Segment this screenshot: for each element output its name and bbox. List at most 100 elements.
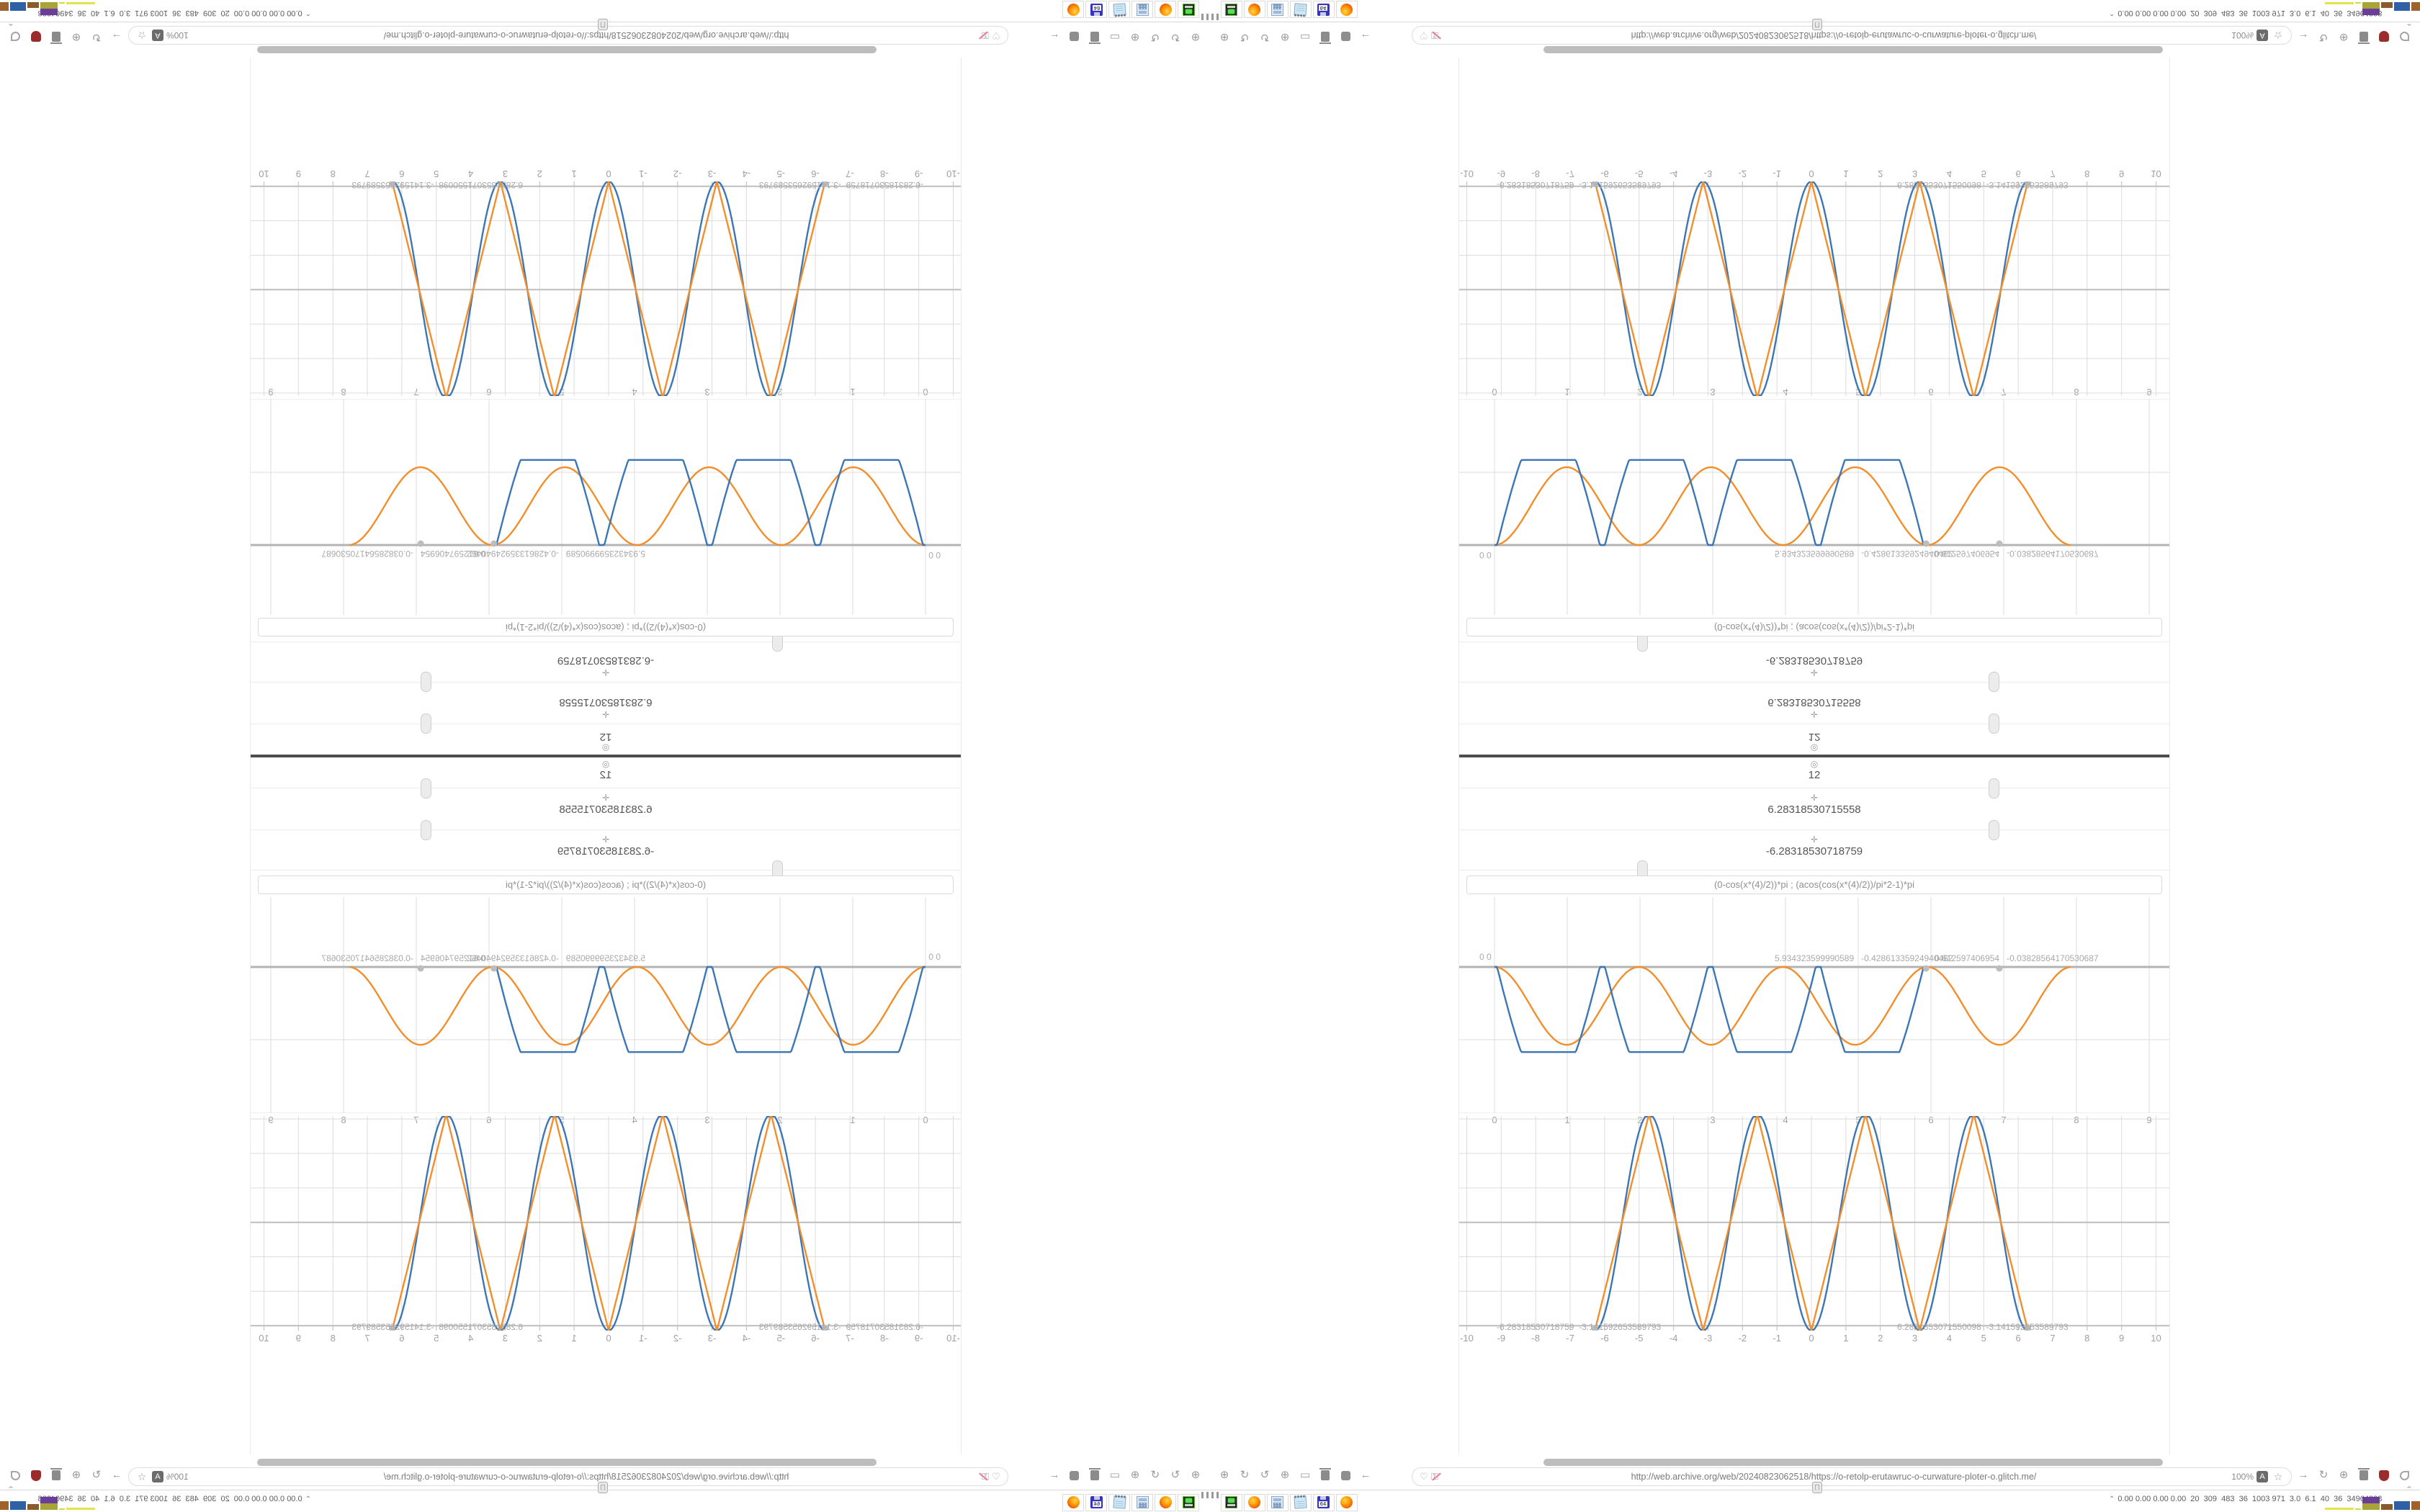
adblock-shield-icon[interactable] [27, 1468, 45, 1482]
bookmark-star-icon[interactable]: ☆ [2273, 1471, 2283, 1482]
launcher-calculator[interactable] [1267, 1, 1289, 18]
reload-ccw-icon[interactable]: ↺ [1260, 1469, 1270, 1481]
launcher-machine-emulator[interactable] [1221, 1494, 1242, 1511]
folder-icon[interactable]: ▭ [1299, 1469, 1311, 1481]
leaf-extension-icon[interactable] [2396, 1468, 2413, 1482]
zoom-level-indicator[interactable]: 100% [2231, 1472, 2254, 1482]
horizontal-scrollbar-thumb[interactable] [1543, 46, 2163, 53]
launcher-floppy-64[interactable]: 64 [1313, 1494, 1335, 1511]
trash-icon[interactable] [1086, 1468, 1103, 1482]
stats-collapse-icon[interactable]: ⌃ [305, 1495, 311, 1503]
reload-icon[interactable]: ↻ [2318, 31, 2329, 43]
launcher-calculator[interactable] [1267, 1494, 1289, 1511]
zoom-level-indicator[interactable]: 100% [166, 1472, 189, 1482]
reload-ccw-icon[interactable]: ↺ [1150, 31, 1160, 43]
launcher-calculator[interactable] [1131, 1494, 1153, 1511]
tracking-shield-icon[interactable]: ♡ [992, 1471, 1000, 1482]
stats-collapse-icon[interactable]: ⌃ [305, 9, 311, 17]
slider-handle-min[interactable] [1988, 820, 1999, 840]
trash-extension-icon[interactable] [2355, 1468, 2372, 1482]
formula-input[interactable]: (0-cos(x*(4)/2))*pi ; (acos(cos(x*(4)/2)… [258, 876, 954, 894]
reload-cw-icon[interactable]: ↻ [1170, 31, 1180, 43]
back-arrow-icon[interactable]: ← [1049, 1469, 1060, 1481]
translate-icon[interactable]: A [152, 1471, 163, 1482]
launcher-notepad[interactable] [1108, 1, 1130, 18]
reload-ccw-icon[interactable]: ↺ [1260, 31, 1270, 43]
folder-icon[interactable]: ▭ [1299, 31, 1311, 43]
back-arrow-icon[interactable]: ← [1049, 31, 1060, 43]
forward-arrow-icon[interactable]: → [2298, 1469, 2309, 1481]
stats-collapse-icon[interactable]: ⌃ [2109, 1495, 2115, 1503]
slider-track-min[interactable] [1459, 682, 2169, 683]
overflow-menu-icon[interactable]: » [2416, 1468, 2420, 1482]
launcher-floppy-64[interactable]: 64 [1085, 1494, 1107, 1511]
horizontal-scrollbar-thumb[interactable] [257, 46, 877, 53]
extensions-globe-icon[interactable]: ⊕ [71, 31, 81, 43]
horizontal-scrollbar-thumb[interactable] [1543, 1459, 2163, 1466]
page-scroll-grip-icon[interactable] [1812, 1482, 1822, 1493]
translate-icon[interactable]: A [2257, 30, 2268, 41]
forward-arrow-icon[interactable]: → [111, 1469, 122, 1481]
launcher-machine-emulator[interactable] [1221, 1, 1242, 18]
launcher-firefox-2[interactable] [1062, 1494, 1084, 1511]
trash-extension-icon[interactable] [48, 30, 65, 44]
reload-ccw-icon[interactable]: ↺ [1150, 1469, 1160, 1481]
launcher-firefox-2[interactable] [1336, 1494, 1358, 1511]
badge-icon[interactable] [1066, 30, 1083, 44]
reload-cw-icon[interactable]: ↻ [1240, 31, 1250, 43]
toolbar-collapse-chevron[interactable]: ⌃ [6, 17, 14, 27]
toolbar-collapse-chevron[interactable]: ⌃ [2406, 17, 2414, 27]
trash-icon[interactable] [1317, 30, 1334, 44]
adblock-shield-icon[interactable] [27, 30, 45, 44]
slider-track-min[interactable] [251, 682, 961, 683]
bookmark-star-icon[interactable]: ☆ [137, 30, 147, 41]
overflow-menu-icon[interactable]: » [2416, 30, 2420, 44]
translate-icon[interactable]: A [2257, 1471, 2268, 1482]
launcher-firefox[interactable] [1155, 1494, 1176, 1511]
launcher-firefox[interactable] [1155, 1, 1176, 18]
overflow-menu-icon[interactable]: » [0, 30, 4, 44]
bookmark-star-icon[interactable]: ☆ [137, 1471, 147, 1482]
url-text[interactable]: http://web.archive.org/web/2024082306251… [1631, 30, 2037, 40]
back-arrow-icon[interactable]: ← [1360, 1469, 1371, 1481]
reload-cw-icon[interactable]: ↻ [1240, 1469, 1250, 1481]
reload-icon[interactable]: ↻ [91, 1469, 102, 1481]
badge-icon[interactable] [1337, 1468, 1354, 1482]
launcher-floppy-64[interactable]: 64 [1313, 1, 1335, 18]
reload-icon[interactable]: ↻ [91, 31, 102, 43]
zoom-level-indicator[interactable]: 100% [2231, 30, 2254, 40]
url-text[interactable]: http://web.archive.org/web/2024082306251… [383, 30, 789, 40]
extensions-globe-icon[interactable]: ⊕ [2339, 31, 2349, 43]
leaf-extension-icon[interactable] [2396, 30, 2413, 44]
overflow-menu-icon[interactable]: » [0, 1468, 4, 1482]
launcher-firefox[interactable] [1244, 1494, 1265, 1511]
address-bar[interactable]: ♡ ⚿ http://web.archive.org/web/202408230… [1412, 1467, 2292, 1486]
refresh-icon[interactable]: ◎ [601, 743, 610, 753]
globe-icon[interactable]: ⊕ [1280, 31, 1290, 43]
refresh-icon[interactable]: ◎ [601, 759, 610, 769]
launcher-firefox-2[interactable] [1062, 1, 1084, 18]
badge-icon[interactable] [1066, 1468, 1083, 1482]
globe-icon[interactable]: ⊕ [1130, 31, 1140, 43]
address-bar[interactable]: ♡ ⚿ http://web.archive.org/web/202408230… [128, 26, 1008, 45]
refresh-icon[interactable]: ◎ [1810, 743, 1819, 753]
folder-icon[interactable]: ▭ [1109, 1469, 1121, 1481]
tracking-shield-icon[interactable]: ♡ [1420, 1471, 1428, 1482]
slider-track-min[interactable] [1459, 829, 2169, 830]
globe-icon[interactable]: ⊕ [1130, 1469, 1140, 1481]
page-scroll-grip-icon[interactable] [598, 19, 608, 30]
formula-input[interactable]: (0-cos(x*(4)/2))*pi ; (acos(cos(x*(4)/2)… [1466, 876, 2162, 894]
adblock-shield-icon[interactable] [2375, 30, 2393, 44]
launcher-firefox[interactable] [1244, 1, 1265, 18]
bookmark-star-icon[interactable]: ☆ [2273, 30, 2283, 41]
address-bar[interactable]: ♡ ⚿ http://web.archive.org/web/202408230… [128, 1467, 1008, 1486]
url-text[interactable]: http://web.archive.org/web/2024082306251… [1631, 1472, 2037, 1482]
refresh-icon[interactable]: ◎ [1810, 759, 1819, 769]
trash-extension-icon[interactable] [48, 1468, 65, 1482]
extensions-globe-icon[interactable]: ⊕ [2339, 1469, 2349, 1481]
adblock-shield-icon[interactable] [2375, 1468, 2393, 1482]
reload-icon[interactable]: ↻ [2318, 1469, 2329, 1481]
globe-add-icon[interactable]: ⊕ [1219, 1469, 1229, 1481]
stats-collapse-icon[interactable]: ⌃ [2109, 9, 2115, 17]
formula-input[interactable]: (0-cos(x*(4)/2))*pi ; (acos(cos(x*(4)/2)… [258, 618, 954, 636]
